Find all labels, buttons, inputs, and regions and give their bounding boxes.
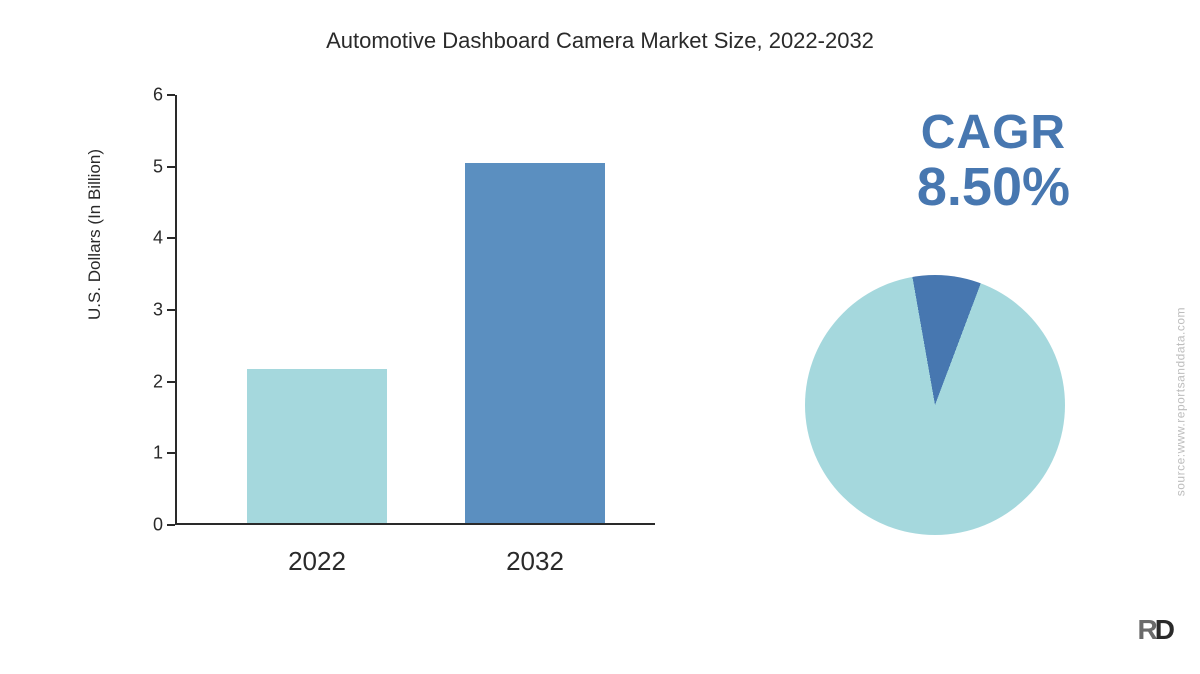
cagr-value: 8.50% xyxy=(917,156,1070,218)
cagr-label: CAGR xyxy=(917,105,1070,160)
y-axis-line xyxy=(175,95,177,525)
logo-d: D xyxy=(1155,614,1172,645)
cagr-block: CAGR 8.50% xyxy=(917,105,1070,218)
bar-chart: 0123456 20222032 xyxy=(175,95,655,525)
y-tick xyxy=(167,524,175,526)
bar xyxy=(465,163,605,523)
logo: RD xyxy=(1138,614,1172,646)
y-tick-label: 4 xyxy=(143,228,163,249)
y-tick-label: 5 xyxy=(143,156,163,177)
x-axis-line xyxy=(175,523,655,525)
y-tick xyxy=(167,309,175,311)
chart-title: Automotive Dashboard Camera Market Size,… xyxy=(0,28,1200,54)
x-tick-label: 2032 xyxy=(465,546,605,577)
y-tick-label: 6 xyxy=(143,85,163,106)
y-tick-label: 1 xyxy=(143,443,163,464)
y-tick xyxy=(167,166,175,168)
y-tick-label: 0 xyxy=(143,515,163,536)
y-tick xyxy=(167,452,175,454)
bar xyxy=(247,369,387,523)
logo-r: R xyxy=(1138,614,1155,645)
y-tick xyxy=(167,94,175,96)
y-axis-label: U.S. Dollars (In Billion) xyxy=(85,149,105,320)
y-tick xyxy=(167,237,175,239)
source-text: source:www.reportsanddata.com xyxy=(1173,307,1187,496)
y-tick xyxy=(167,381,175,383)
pie-chart xyxy=(805,275,1065,535)
x-tick-label: 2022 xyxy=(247,546,387,577)
y-tick-label: 2 xyxy=(143,371,163,392)
y-tick-label: 3 xyxy=(143,300,163,321)
